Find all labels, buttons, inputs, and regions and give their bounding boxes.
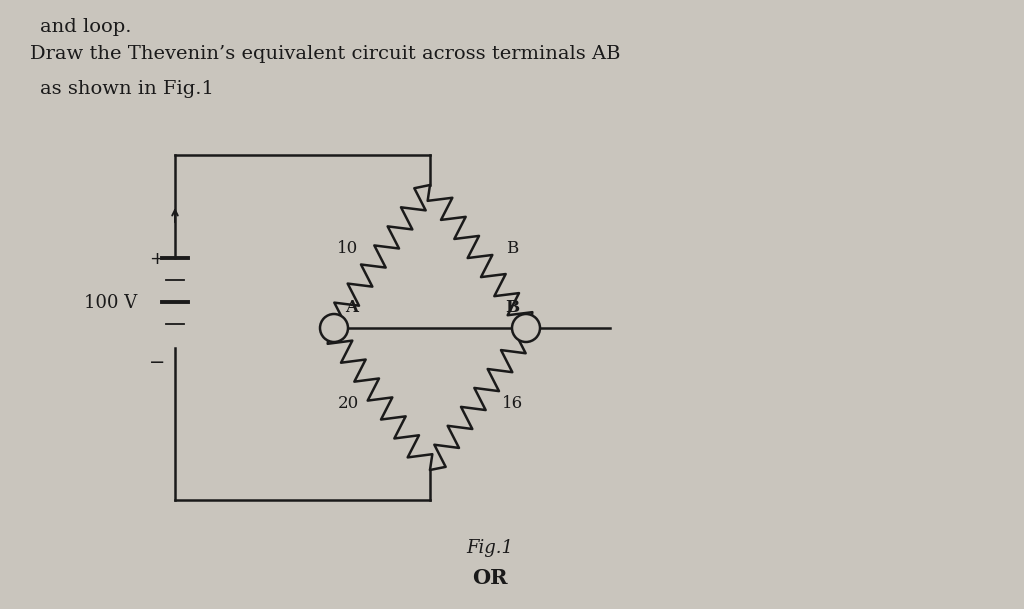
- Circle shape: [319, 314, 348, 342]
- Text: B: B: [505, 300, 519, 317]
- Text: A: A: [345, 300, 358, 317]
- Circle shape: [512, 314, 540, 342]
- Text: +: +: [150, 250, 165, 268]
- Text: B: B: [506, 240, 518, 257]
- Text: −: −: [148, 353, 165, 372]
- Text: and loop.: and loop.: [40, 18, 131, 36]
- Text: 10: 10: [337, 240, 358, 257]
- Text: 20: 20: [337, 395, 358, 412]
- Text: as shown in Fig.1: as shown in Fig.1: [40, 80, 214, 98]
- Text: Draw the Thevenin’s equivalent circuit across terminals AB: Draw the Thevenin’s equivalent circuit a…: [30, 45, 621, 63]
- Text: Fig.1: Fig.1: [467, 539, 513, 557]
- Text: 16: 16: [502, 395, 522, 412]
- Text: 100 V: 100 V: [84, 294, 137, 312]
- Text: OR: OR: [472, 568, 508, 588]
